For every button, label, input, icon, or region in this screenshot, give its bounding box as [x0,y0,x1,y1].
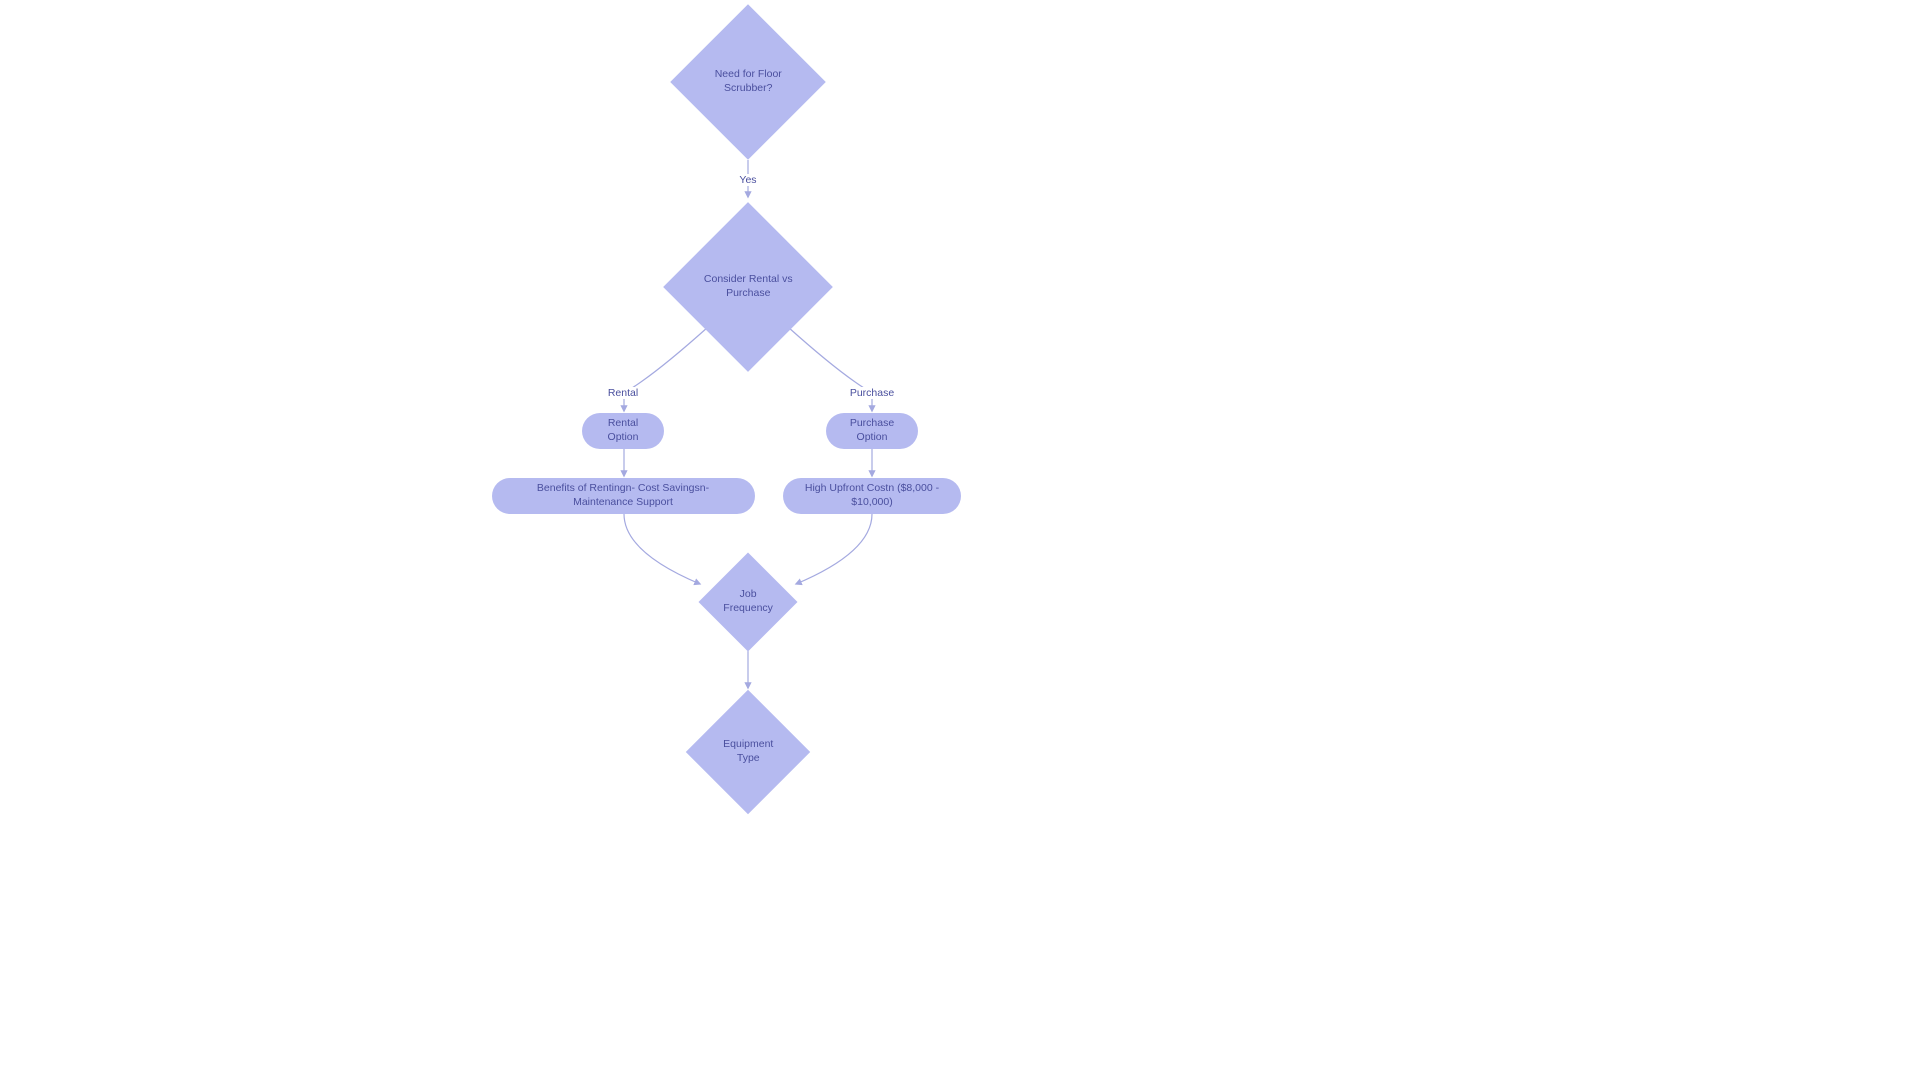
edge-e6 [624,514,700,584]
edge-e2 [632,327,708,388]
edge-e3 [788,327,864,388]
edge-label-e1: Yes [737,174,758,186]
node-label: Need for Floor Scrubber? [707,68,789,95]
node-n4: Purchase Option [826,413,918,449]
node-label: Equipment Type [718,738,778,765]
edge-e7 [796,514,872,584]
edge-label-e3: Purchase [848,387,896,399]
node-n6: High Upfront Costn ($8,000 - $10,000) [783,478,961,514]
node-n2: Consider Rental vs Purchase [663,202,833,372]
node-n3: Rental Option [582,413,664,449]
node-n7: Job Frequency [699,553,798,652]
node-label: Job Frequency [723,588,773,615]
node-label: Consider Rental vs Purchase [702,273,794,300]
node-n1: Need for Floor Scrubber? [670,4,826,160]
flowchart-canvas: Need for Floor Scrubber? Consider Rental … [0,0,1920,1083]
edge-label-e2: Rental [606,387,640,399]
edges-layer [0,0,1920,1083]
node-n5: Benefits of Rentingn- Cost Savingsn- Mai… [492,478,755,514]
node-n8: Equipment Type [686,690,810,814]
